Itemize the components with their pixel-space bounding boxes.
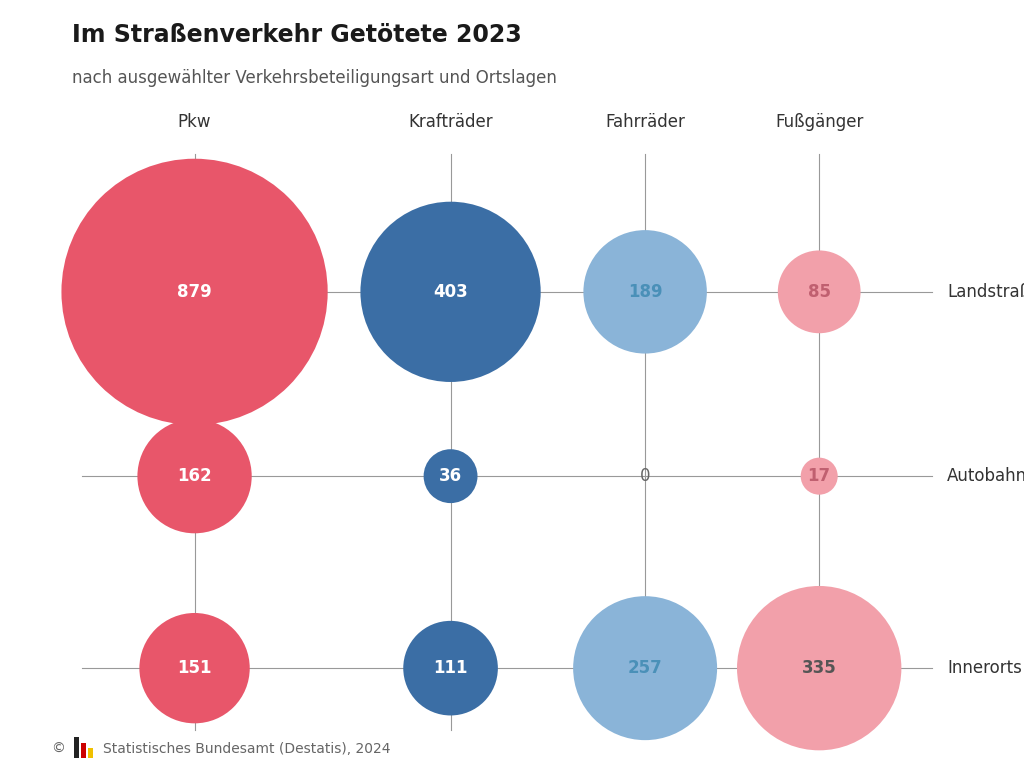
Ellipse shape	[424, 449, 477, 503]
Text: 0: 0	[640, 467, 650, 485]
Text: Landstraße: Landstraße	[947, 283, 1024, 301]
Bar	[88, 748, 93, 758]
Text: 879: 879	[177, 283, 212, 301]
Ellipse shape	[778, 250, 860, 333]
Text: Autobahn: Autobahn	[947, 467, 1024, 485]
Text: Fußgänger: Fußgänger	[775, 113, 863, 131]
Ellipse shape	[573, 596, 717, 740]
Text: Im Straßenverkehr Getötete 2023: Im Straßenverkehr Getötete 2023	[72, 23, 521, 47]
Text: Pkw: Pkw	[178, 113, 211, 131]
Ellipse shape	[137, 419, 252, 533]
Ellipse shape	[584, 230, 707, 353]
Ellipse shape	[737, 586, 901, 750]
Ellipse shape	[403, 621, 498, 716]
Text: 189: 189	[628, 283, 663, 301]
Text: 36: 36	[439, 467, 462, 485]
Text: 257: 257	[628, 659, 663, 677]
Text: nach ausgewählter Verkehrsbeteiligungsart und Ortslagen: nach ausgewählter Verkehrsbeteiligungsar…	[72, 69, 557, 87]
Text: 335: 335	[802, 659, 837, 677]
Text: Krafträder: Krafträder	[409, 113, 493, 131]
Text: 111: 111	[433, 659, 468, 677]
Text: ©: ©	[51, 742, 66, 756]
Text: 17: 17	[808, 467, 830, 485]
Text: 403: 403	[433, 283, 468, 301]
Ellipse shape	[139, 613, 250, 723]
Text: Innerorts: Innerorts	[947, 659, 1022, 677]
Ellipse shape	[360, 202, 541, 382]
Bar	[81, 743, 86, 758]
Text: Statistisches Bundesamt (Destatis), 2024: Statistisches Bundesamt (Destatis), 2024	[103, 742, 391, 756]
Ellipse shape	[801, 458, 838, 495]
Text: 151: 151	[177, 659, 212, 677]
Ellipse shape	[61, 159, 328, 425]
Text: 162: 162	[177, 467, 212, 485]
Text: Fahrräder: Fahrräder	[605, 113, 685, 131]
Bar	[74, 737, 79, 758]
Text: 85: 85	[808, 283, 830, 301]
